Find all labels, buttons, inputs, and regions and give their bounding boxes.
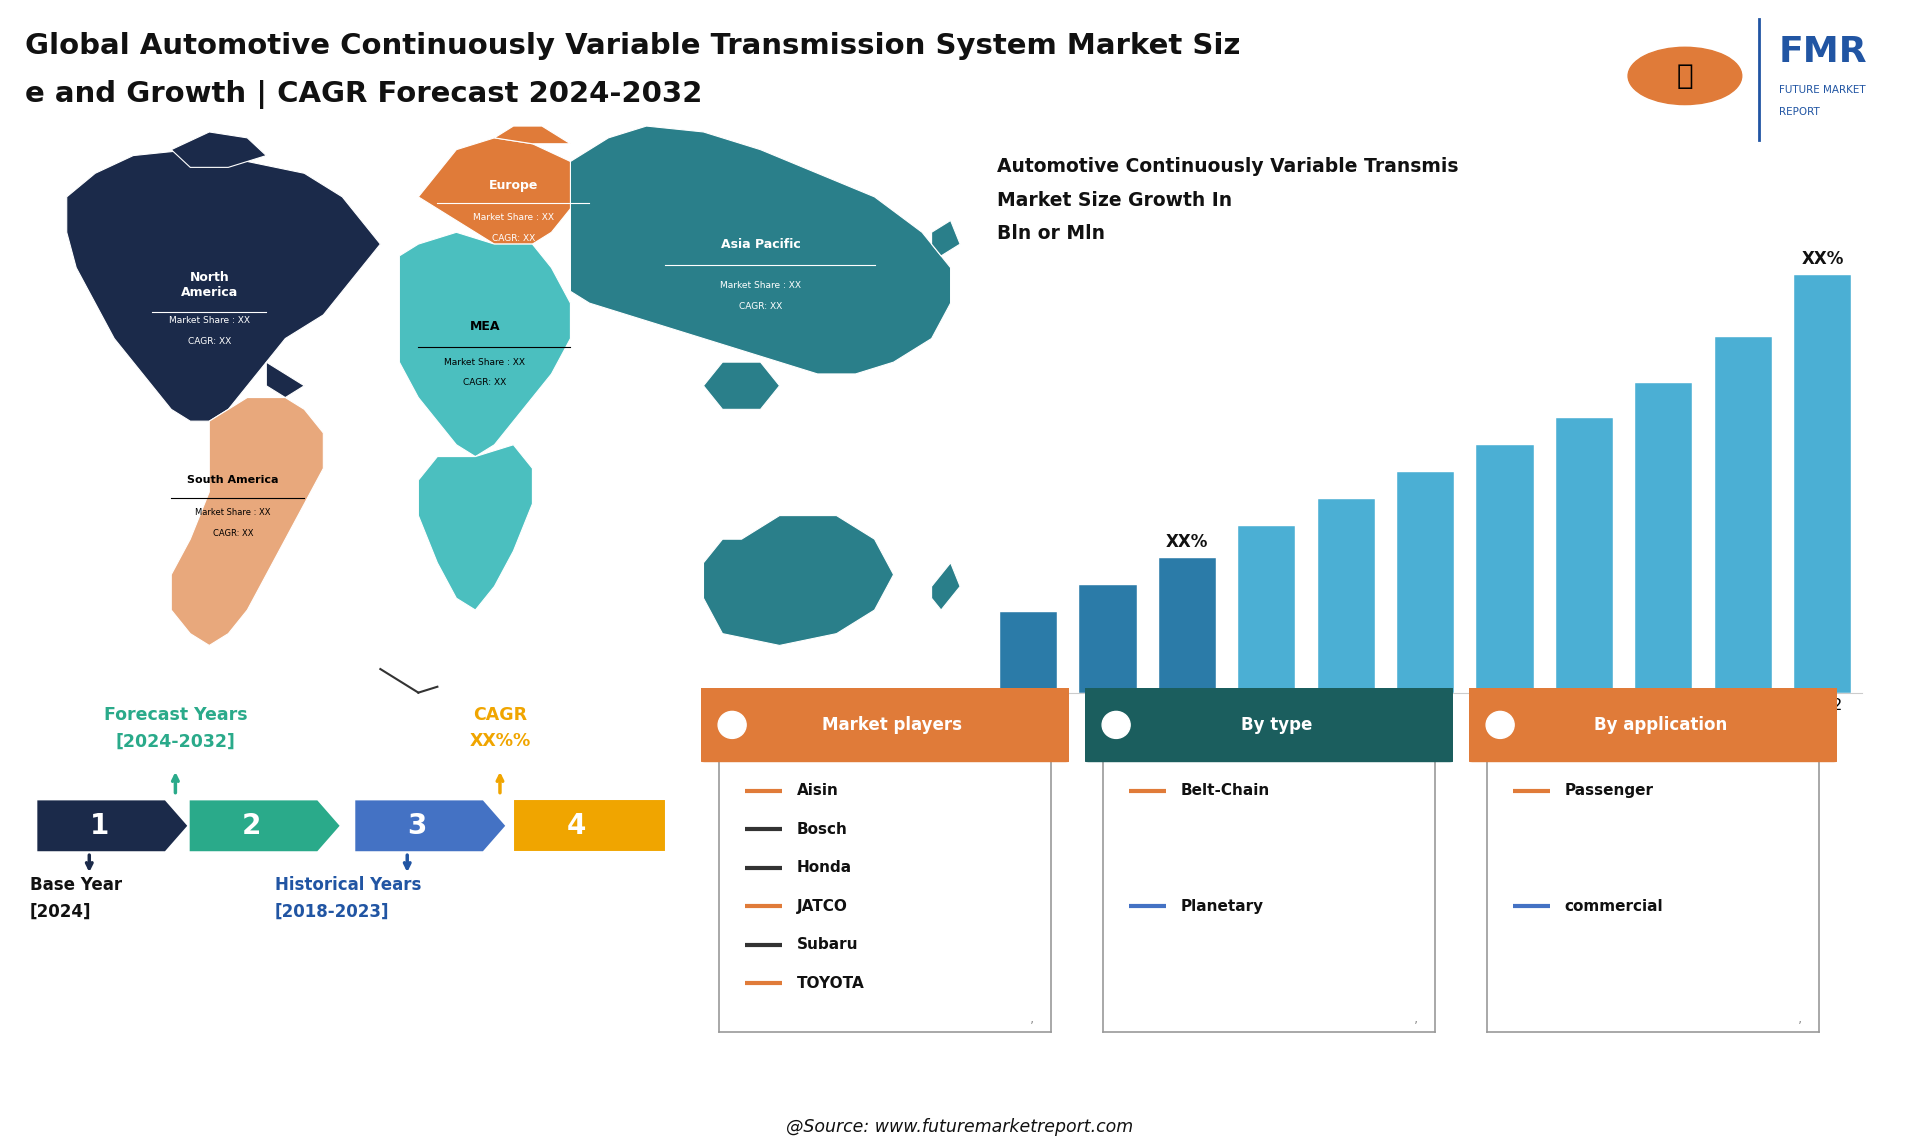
Text: 1: 1 <box>90 811 109 840</box>
Polygon shape <box>171 398 323 645</box>
Text: TOYOTA: TOYOTA <box>797 975 864 990</box>
Text: Bln or Mln: Bln or Mln <box>996 225 1104 243</box>
Bar <box>1636 383 1692 693</box>
Text: FUTURE MARKET: FUTURE MARKET <box>1778 85 1866 95</box>
Text: Planetary: Planetary <box>1181 898 1263 913</box>
Bar <box>1476 445 1534 693</box>
Text: Europe: Europe <box>490 179 538 191</box>
Text: CAGR: XX: CAGR: XX <box>492 234 536 243</box>
Text: FMR: FMR <box>1778 34 1868 69</box>
Polygon shape <box>513 800 666 853</box>
Polygon shape <box>67 150 380 421</box>
Polygon shape <box>703 516 893 645</box>
Text: By type: By type <box>1240 716 1311 733</box>
Text: CAGR: XX: CAGR: XX <box>213 528 253 537</box>
Text: CAGR: XX: CAGR: XX <box>739 301 781 311</box>
Polygon shape <box>931 563 960 610</box>
Circle shape <box>1486 712 1515 738</box>
Text: Market players: Market players <box>822 716 962 733</box>
Text: Historical Years: Historical Years <box>275 876 420 894</box>
Text: Market Share : XX: Market Share : XX <box>720 281 801 290</box>
Text: ,: , <box>1415 1011 1419 1025</box>
Bar <box>1317 499 1375 693</box>
Polygon shape <box>353 800 507 853</box>
Text: @Source: www.futuremarketreport.com: @Source: www.futuremarketreport.com <box>787 1118 1133 1136</box>
Bar <box>1793 275 1851 693</box>
Text: Automotive Continuously Variable Transmis: Automotive Continuously Variable Transmi… <box>996 157 1459 176</box>
Text: 🔭: 🔭 <box>1676 62 1693 89</box>
Text: REPORT: REPORT <box>1778 107 1820 117</box>
Text: [2018-2023]: [2018-2023] <box>275 903 390 920</box>
Text: Market Share : XX: Market Share : XX <box>196 508 271 517</box>
Polygon shape <box>399 233 570 456</box>
Text: Asia Pacific: Asia Pacific <box>720 237 801 251</box>
Text: Subaru: Subaru <box>797 937 858 952</box>
Text: CAGR: CAGR <box>472 706 526 724</box>
Text: [2024]: [2024] <box>29 903 90 920</box>
Bar <box>1000 612 1058 693</box>
Text: Market Share : XX: Market Share : XX <box>169 316 250 325</box>
Text: JATCO: JATCO <box>797 898 847 913</box>
Text: By application: By application <box>1594 716 1728 733</box>
Bar <box>1715 337 1772 693</box>
Text: CAGR: XX: CAGR: XX <box>463 378 507 387</box>
Polygon shape <box>419 445 532 610</box>
Text: Base Year: Base Year <box>29 876 121 894</box>
Text: 4: 4 <box>566 811 586 840</box>
Polygon shape <box>703 362 780 409</box>
Text: Honda: Honda <box>797 861 852 876</box>
Text: Passenger: Passenger <box>1565 783 1653 798</box>
Bar <box>1079 586 1137 693</box>
Text: XX%%: XX%% <box>468 732 530 751</box>
Bar <box>1160 558 1215 693</box>
FancyBboxPatch shape <box>1461 688 1845 762</box>
Polygon shape <box>419 138 589 244</box>
Polygon shape <box>36 800 188 853</box>
FancyBboxPatch shape <box>693 688 1077 762</box>
Text: commercial: commercial <box>1565 898 1663 913</box>
Bar <box>1398 472 1453 693</box>
Circle shape <box>718 712 747 738</box>
Circle shape <box>1628 47 1741 104</box>
Polygon shape <box>495 126 570 143</box>
Polygon shape <box>931 220 960 256</box>
Text: 3: 3 <box>407 811 426 840</box>
Text: e and Growth | CAGR Forecast 2024-2032: e and Growth | CAGR Forecast 2024-2032 <box>25 80 703 109</box>
Polygon shape <box>267 362 303 398</box>
Text: Market Size Growth In: Market Size Growth In <box>996 191 1233 210</box>
Text: Global Automotive Continuously Variable Transmission System Market Siz: Global Automotive Continuously Variable … <box>25 32 1240 60</box>
FancyBboxPatch shape <box>1077 688 1461 762</box>
Text: North
America: North America <box>180 272 238 299</box>
Text: XX%: XX% <box>1801 250 1843 268</box>
Text: XX%: XX% <box>1165 533 1208 551</box>
Circle shape <box>1102 712 1131 738</box>
Text: MEA: MEA <box>470 320 499 333</box>
Text: South America: South America <box>188 476 278 485</box>
Text: Forecast Years: Forecast Years <box>104 706 248 724</box>
Bar <box>1238 526 1296 693</box>
Text: Bosch: Bosch <box>797 822 847 837</box>
Text: Belt-Chain: Belt-Chain <box>1181 783 1269 798</box>
Text: ,: , <box>1031 1011 1035 1025</box>
Text: Market Share : XX: Market Share : XX <box>444 358 526 367</box>
Polygon shape <box>171 132 267 167</box>
Text: ,: , <box>1799 1011 1803 1025</box>
Bar <box>1555 418 1613 693</box>
Polygon shape <box>188 800 342 853</box>
Polygon shape <box>570 126 950 374</box>
Text: [2024-2032]: [2024-2032] <box>115 732 236 751</box>
Text: Market Share : XX: Market Share : XX <box>472 213 553 222</box>
Text: Aisin: Aisin <box>797 783 839 798</box>
Text: 2: 2 <box>242 811 261 840</box>
Text: CAGR: XX: CAGR: XX <box>188 337 230 346</box>
